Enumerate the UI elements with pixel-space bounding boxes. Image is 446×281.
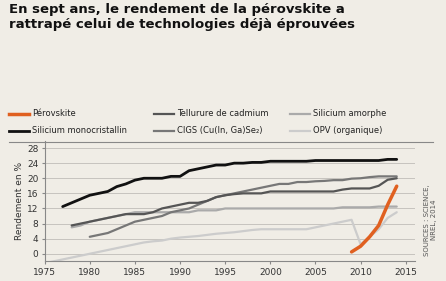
Text: En sept ans, le rendement de la pérovskite a
rattrapé celui de technologies déjà: En sept ans, le rendement de la pérovski… <box>9 3 355 31</box>
Text: CIGS (Cu(In, Ga)Se₂): CIGS (Cu(In, Ga)Se₂) <box>177 126 263 135</box>
Text: Tellurure de cadmium: Tellurure de cadmium <box>177 109 268 118</box>
Y-axis label: Rendement en %: Rendement en % <box>15 162 24 240</box>
Text: Silicium amorphe: Silicium amorphe <box>313 109 387 118</box>
Text: OPV (organique): OPV (organique) <box>313 126 383 135</box>
Text: Silicium monocristallin: Silicium monocristallin <box>32 126 127 135</box>
Text: SOURCES : SCIENCE,
NREL, 2014: SOURCES : SCIENCE, NREL, 2014 <box>424 184 437 256</box>
Text: Pérovskite: Pérovskite <box>32 109 76 118</box>
